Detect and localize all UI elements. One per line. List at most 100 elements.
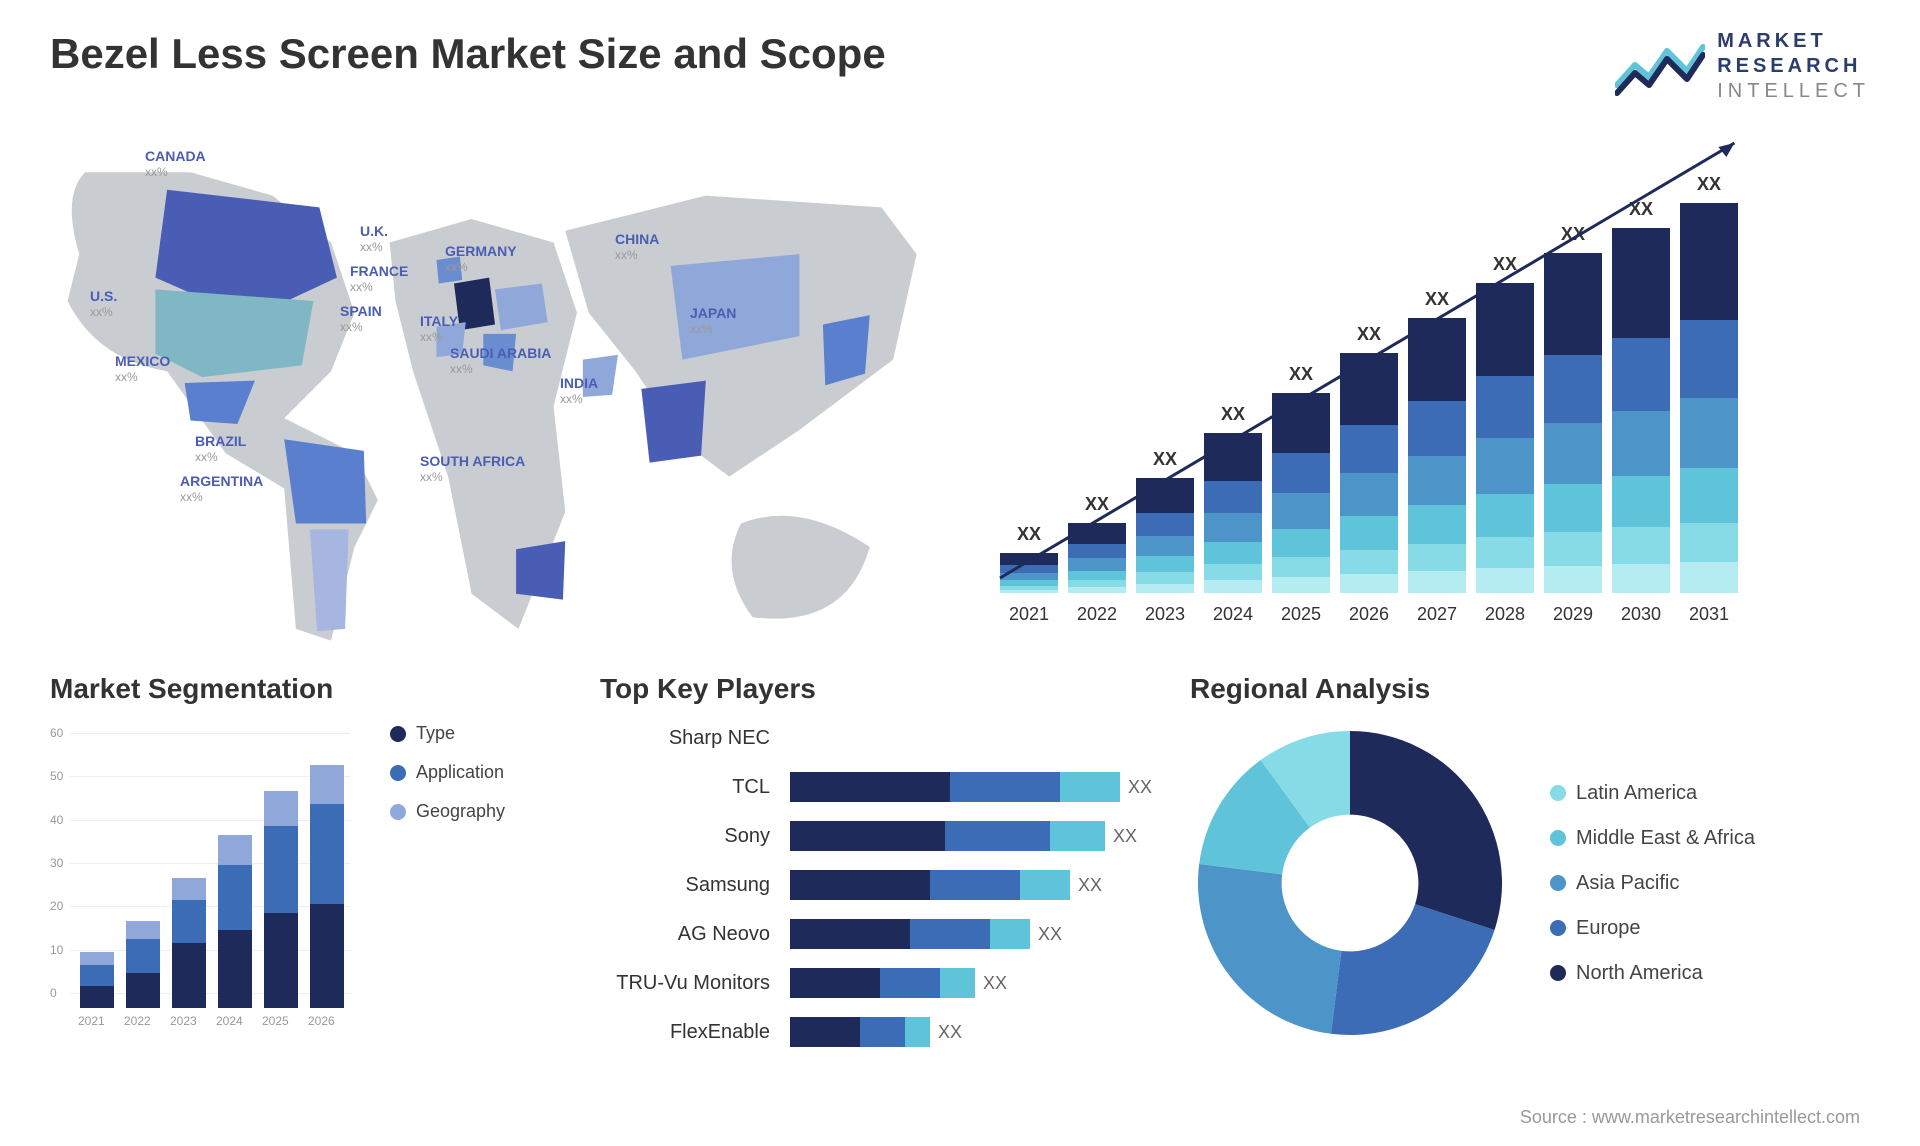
player-bar bbox=[790, 919, 1030, 949]
legend-label: North America bbox=[1576, 962, 1703, 985]
map-label-brazil: BRAZILxx% bbox=[195, 433, 246, 464]
seg-legend-item: Application bbox=[390, 762, 505, 783]
map-label-southafrica: SOUTH AFRICAxx% bbox=[420, 453, 525, 484]
seg-y-tick: 10 bbox=[50, 943, 63, 957]
player-bar-segment bbox=[990, 919, 1030, 949]
legend-label: Middle East & Africa bbox=[1576, 827, 1755, 850]
seg-y-tick: 30 bbox=[50, 856, 63, 870]
seg-bar-2026 bbox=[310, 765, 344, 1008]
player-name: Samsung bbox=[600, 870, 770, 900]
legend-dot-icon bbox=[1550, 785, 1566, 801]
seg-bar-segment bbox=[218, 865, 252, 930]
player-bar-segment bbox=[790, 821, 945, 851]
donut-slice bbox=[1350, 731, 1502, 930]
player-bar-row: XX bbox=[790, 821, 1160, 851]
players-panel: Top Key Players Sharp NECTCLSonySamsungA… bbox=[600, 673, 1160, 1073]
player-name: TRU-Vu Monitors bbox=[600, 968, 770, 998]
map-label-france: FRANCExx% bbox=[350, 263, 408, 294]
seg-gridline bbox=[70, 863, 350, 864]
logo-text: MARKET RESEARCH INTELLECT bbox=[1717, 30, 1870, 103]
player-bar-value: XX bbox=[983, 973, 1007, 994]
legend-dot-icon bbox=[390, 726, 406, 742]
seg-gridline bbox=[70, 950, 350, 951]
seg-bar-segment bbox=[126, 973, 160, 1008]
seg-x-tick: 2023 bbox=[170, 1014, 197, 1028]
player-bar-segment bbox=[1050, 821, 1105, 851]
player-bar-value: XX bbox=[1038, 924, 1062, 945]
seg-gridline bbox=[70, 776, 350, 777]
legend-dot-icon bbox=[1550, 830, 1566, 846]
seg-bar-segment bbox=[264, 913, 298, 1008]
legend-label: Asia Pacific bbox=[1576, 872, 1679, 895]
player-bar-segment bbox=[790, 968, 880, 998]
players-names: Sharp NECTCLSonySamsungAG NeovoTRU-Vu Mo… bbox=[600, 723, 770, 1047]
seg-y-tick: 40 bbox=[50, 813, 63, 827]
donut-slice bbox=[1331, 904, 1495, 1035]
seg-bar-segment bbox=[310, 804, 344, 904]
map-label-spain: SPAINxx% bbox=[340, 303, 382, 334]
seg-bar-segment bbox=[172, 943, 206, 1008]
logo-mark-icon bbox=[1615, 37, 1705, 97]
legend-label: Latin America bbox=[1576, 782, 1697, 805]
seg-bar-segment bbox=[264, 791, 298, 826]
logo-line1: MARKET bbox=[1717, 30, 1870, 53]
player-bar-segment bbox=[790, 1017, 860, 1047]
player-bar-segment bbox=[860, 1017, 905, 1047]
regional-legend-item: Latin America bbox=[1550, 782, 1755, 805]
player-bar-segment bbox=[905, 1017, 930, 1047]
player-bar-row: XX bbox=[790, 772, 1160, 802]
seg-bar-segment bbox=[80, 965, 114, 987]
seg-x-tick: 2024 bbox=[216, 1014, 243, 1028]
donut-slice bbox=[1198, 864, 1341, 1034]
player-bar-value: XX bbox=[938, 1022, 962, 1043]
player-bar-segment bbox=[910, 919, 990, 949]
player-bar bbox=[790, 772, 1120, 802]
logo-line2: RESEARCH bbox=[1717, 55, 1870, 78]
player-bar bbox=[790, 1017, 930, 1047]
brand-logo: MARKET RESEARCH INTELLECT bbox=[1615, 30, 1870, 103]
legend-dot-icon bbox=[1550, 920, 1566, 936]
regional-legend-item: Asia Pacific bbox=[1550, 872, 1755, 895]
seg-bar-segment bbox=[172, 900, 206, 943]
seg-y-tick: 0 bbox=[50, 986, 57, 1000]
segmentation-title: Market Segmentation bbox=[50, 673, 570, 705]
player-bar-segment bbox=[945, 821, 1050, 851]
seg-bar-segment bbox=[218, 835, 252, 865]
seg-bar-segment bbox=[126, 921, 160, 938]
seg-x-tick: 2026 bbox=[308, 1014, 335, 1028]
regional-donut bbox=[1190, 723, 1510, 1043]
seg-x-tick: 2021 bbox=[78, 1014, 105, 1028]
seg-bar-segment bbox=[172, 878, 206, 900]
legend-label: Application bbox=[416, 762, 504, 783]
seg-bar-segment bbox=[310, 765, 344, 804]
seg-bar-segment bbox=[218, 930, 252, 1008]
seg-bar-segment bbox=[264, 826, 298, 913]
player-bar-value: XX bbox=[1113, 826, 1137, 847]
bottom-row: Market Segmentation 01020304050602021202… bbox=[50, 673, 1870, 1073]
players-bars: XXXXXXXXXXXX bbox=[790, 723, 1160, 1047]
player-name: FlexEnable bbox=[600, 1017, 770, 1047]
player-bar-segment bbox=[940, 968, 975, 998]
player-name: Sharp NEC bbox=[600, 723, 770, 753]
source-attribution: Source : www.marketresearchintellect.com bbox=[1520, 1107, 1860, 1128]
seg-x-tick: 2025 bbox=[262, 1014, 289, 1028]
seg-gridline bbox=[70, 820, 350, 821]
player-bar-row: XX bbox=[790, 1017, 1160, 1047]
regional-title: Regional Analysis bbox=[1190, 673, 1870, 705]
legend-dot-icon bbox=[390, 804, 406, 820]
seg-bar-segment bbox=[126, 939, 160, 974]
map-label-saudiarabia: SAUDI ARABIAxx% bbox=[450, 345, 551, 376]
player-name: TCL bbox=[600, 772, 770, 802]
seg-legend-item: Geography bbox=[390, 801, 505, 822]
player-bar bbox=[790, 968, 975, 998]
segmentation-panel: Market Segmentation 01020304050602021202… bbox=[50, 673, 570, 1073]
donut-chart-icon bbox=[1190, 723, 1510, 1043]
regional-panel: Regional Analysis Latin America Middle Ea… bbox=[1190, 673, 1870, 1073]
legend-label: Geography bbox=[416, 801, 505, 822]
seg-bar-segment bbox=[80, 952, 114, 965]
map-label-argentina: ARGENTINAxx% bbox=[180, 473, 263, 504]
seg-bar-2021 bbox=[80, 952, 114, 1008]
seg-bar-2022 bbox=[126, 921, 160, 1008]
player-bar-segment bbox=[790, 919, 910, 949]
world-map-panel: CANADAxx%U.S.xx%MEXICOxx%BRAZILxx%ARGENT… bbox=[50, 123, 940, 643]
